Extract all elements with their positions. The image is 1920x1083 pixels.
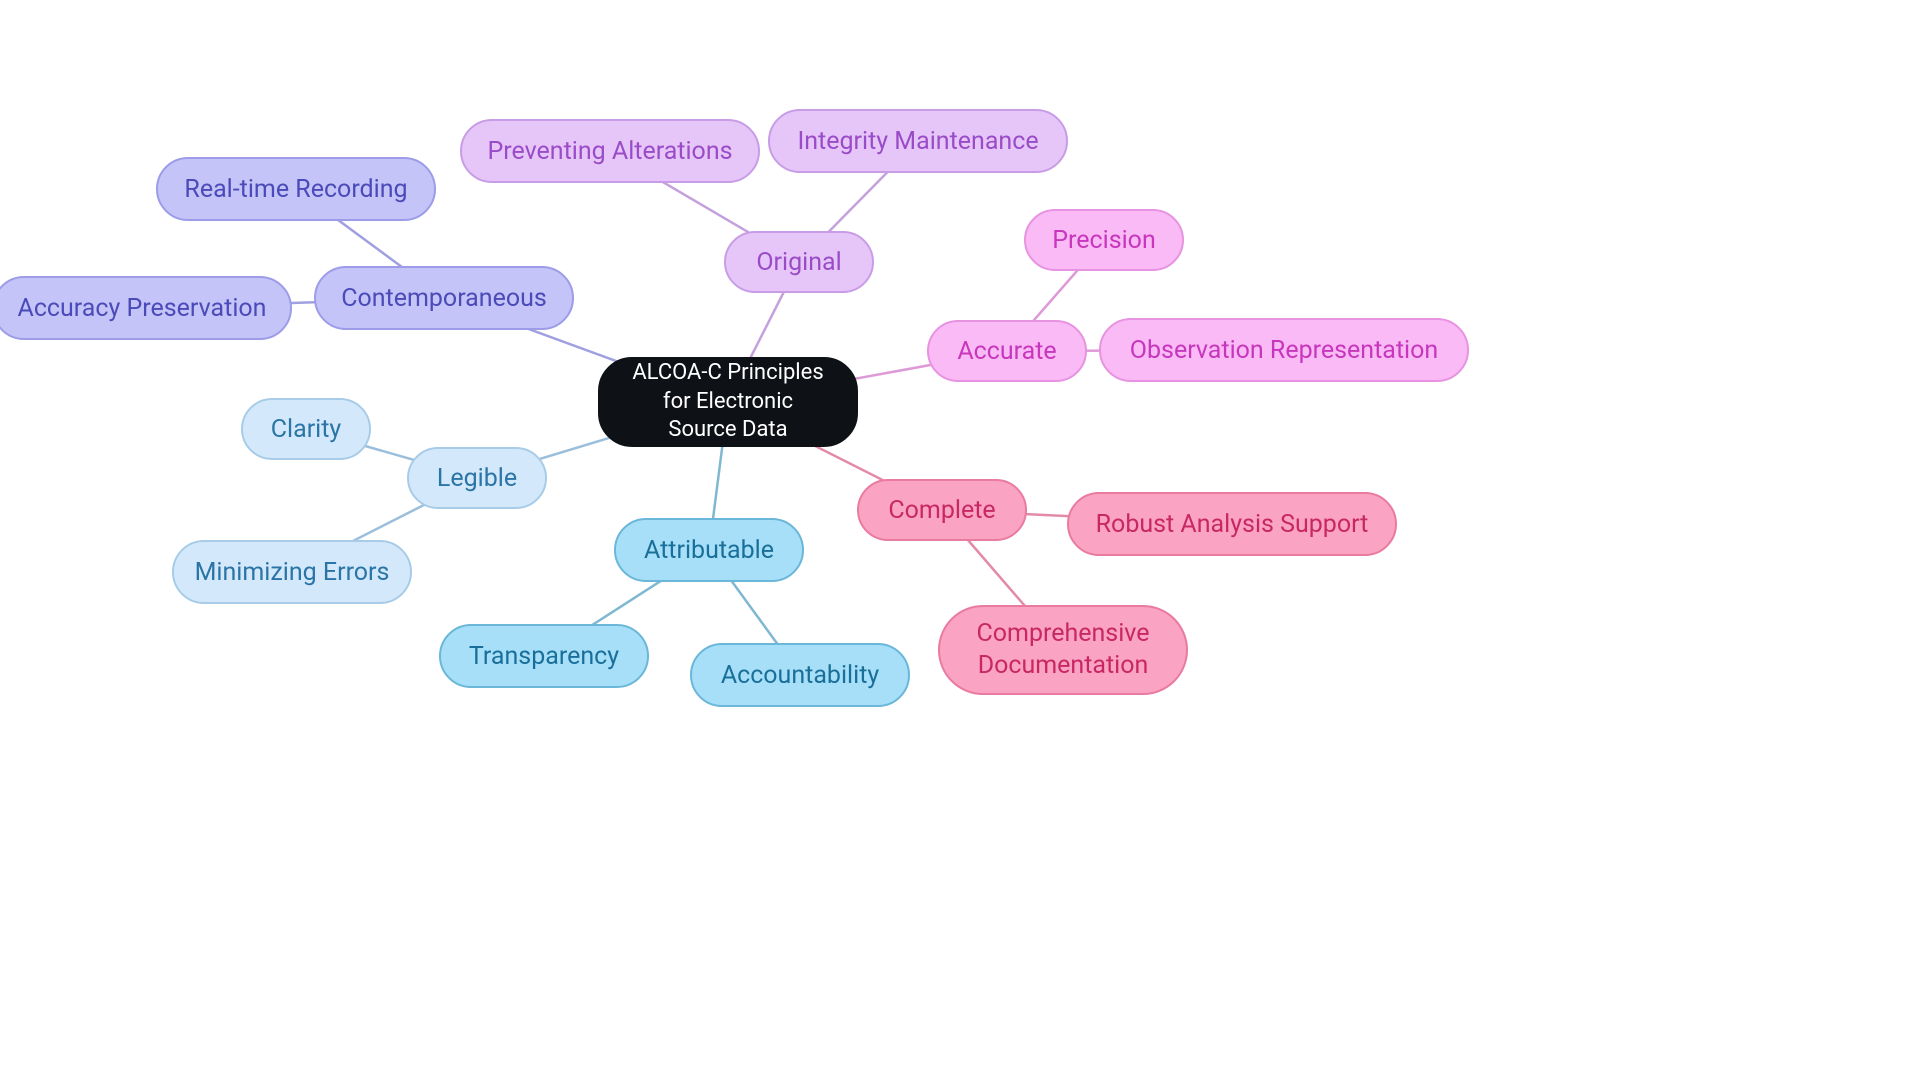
node-original: Original [724,231,874,293]
node-prevalter: Preventing Alterations [460,119,760,183]
node-legible: Legible [407,447,547,509]
node-clarity: Clarity [241,398,371,460]
node-label: Robust Analysis Support [1096,510,1369,539]
node-accountability: Accountability [690,643,910,707]
node-label: Legible [437,464,517,493]
node-label: Attributable [644,536,774,565]
node-label: Complete [888,496,995,525]
node-root: ALCOA-C Principles for Electronic Source… [598,357,858,447]
node-attributable: Attributable [614,518,804,582]
node-integrity: Integrity Maintenance [768,109,1068,173]
node-label: Accuracy Preservation [18,294,267,323]
node-label: Real-time Recording [184,175,407,204]
node-obsrep: Observation Representation [1099,318,1469,382]
node-label: Original [756,248,841,277]
node-realtime: Real-time Recording [156,157,436,221]
node-compdoc: Comprehensive Documentation [938,605,1188,695]
node-label: Accurate [957,337,1056,366]
node-transparency: Transparency [439,624,649,688]
node-label: Comprehensive Documentation [972,618,1154,683]
node-label: Accountability [721,661,879,690]
node-label: Integrity Maintenance [797,127,1038,156]
node-label: ALCOA-C Principles for Electronic Source… [632,359,824,445]
node-accpres: Accuracy Preservation [0,276,292,340]
node-accurate: Accurate [927,320,1087,382]
node-precision: Precision [1024,209,1184,271]
node-label: Preventing Alterations [487,137,732,166]
node-label: Transparency [469,642,619,671]
node-minerrors: Minimizing Errors [172,540,412,604]
node-label: Precision [1052,226,1155,255]
node-label: Contemporaneous [341,284,547,313]
node-robust: Robust Analysis Support [1067,492,1397,556]
node-label: Observation Representation [1130,336,1438,365]
node-complete: Complete [857,479,1027,541]
node-contemporaneous: Contemporaneous [314,266,574,330]
node-label: Clarity [271,415,342,444]
node-label: Minimizing Errors [195,558,390,587]
